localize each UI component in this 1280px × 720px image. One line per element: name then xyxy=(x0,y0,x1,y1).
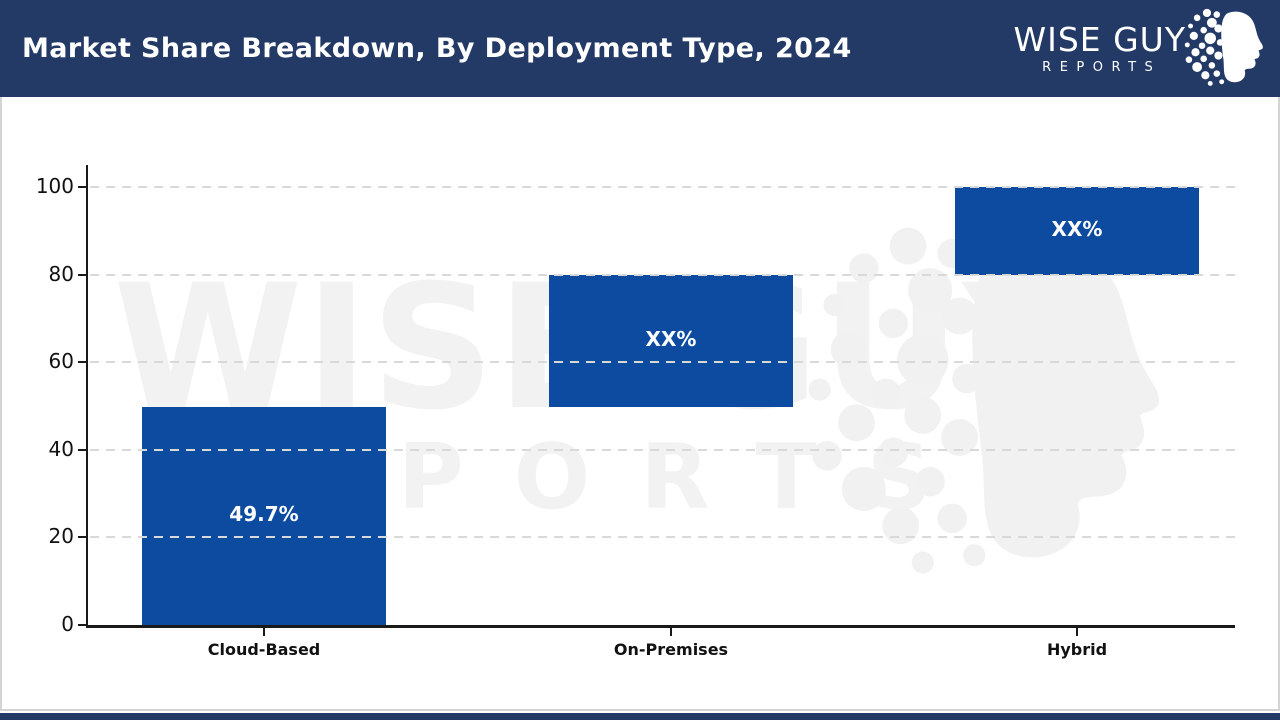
y-tick-label: 40 xyxy=(48,436,74,461)
bar-value-label: 49.7% xyxy=(229,502,299,527)
bar xyxy=(955,187,1199,275)
bar-value-label: XX% xyxy=(1051,216,1103,241)
gridline xyxy=(90,186,1235,188)
x-tick xyxy=(263,628,265,636)
bar xyxy=(549,274,793,408)
y-axis xyxy=(86,165,88,628)
bar-value-label: XX% xyxy=(645,326,697,351)
x-category-label: On-Premises xyxy=(613,640,729,659)
x-category-label: Cloud-Based xyxy=(207,640,321,659)
x-tick xyxy=(670,628,672,636)
y-tick-label: 60 xyxy=(48,349,74,374)
y-tick-label: 0 xyxy=(61,612,74,636)
y-tick-label: 100 xyxy=(35,174,74,198)
y-tick xyxy=(78,361,86,364)
gridline xyxy=(90,448,1235,451)
header-bar: Market Share Breakdown, By Deployment Ty… xyxy=(0,0,1280,97)
brand-head-profile-icon xyxy=(1184,8,1263,86)
y-tick-label: 20 xyxy=(48,524,74,549)
y-tick xyxy=(78,536,86,539)
bar xyxy=(142,407,386,625)
page-title: Market Share Breakdown, By Deployment Ty… xyxy=(22,33,852,64)
gridline xyxy=(90,361,1235,364)
brand-logo: WISE GUY REPORTS xyxy=(1013,8,1268,90)
brand-name: WISE GUY xyxy=(1013,20,1186,59)
brand-subtitle: REPORTS xyxy=(1042,60,1162,75)
y-tick xyxy=(78,624,86,626)
x-axis xyxy=(86,625,1235,628)
y-tick xyxy=(78,186,86,188)
y-tick xyxy=(78,448,86,451)
x-tick xyxy=(1076,628,1078,636)
gridline xyxy=(90,536,1235,539)
x-category-label: Hybrid xyxy=(1046,640,1108,659)
y-tick-label: 80 xyxy=(48,261,74,286)
y-tick xyxy=(78,273,86,276)
brand-logo-text: WISE GUY REPORTS xyxy=(1013,23,1186,74)
footer-bar xyxy=(0,713,1280,720)
gridline xyxy=(90,273,1235,276)
